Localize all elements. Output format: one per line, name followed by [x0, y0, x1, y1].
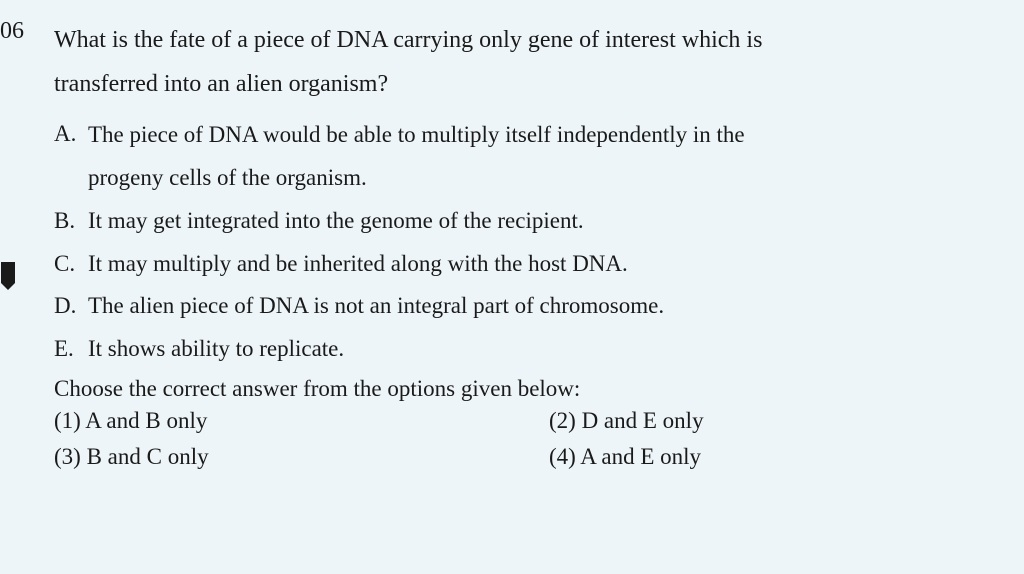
- option-E: E. It shows ability to replicate.: [54, 328, 984, 371]
- question-stem: What is the fate of a piece of DNA carry…: [54, 18, 984, 107]
- question-text-line2: transferred into an alien organism?: [54, 71, 388, 97]
- answer-option-3[interactable]: (3) B and C only: [54, 444, 489, 470]
- option-A: A. The piece of DNA would be able to mul…: [54, 113, 984, 200]
- option-C: C. It may multiply and be inherited alon…: [54, 243, 984, 286]
- answer-options: (1) A and B only (2) D and E only (3) B …: [54, 408, 984, 470]
- answer-option-2[interactable]: (2) D and E only: [549, 408, 984, 434]
- option-D-text: The alien piece of DNA is not an integra…: [88, 285, 984, 328]
- option-B-text: It may get integrated into the genome of…: [88, 200, 984, 243]
- option-B: B. It may get integrated into the genome…: [54, 200, 984, 243]
- option-A-letter: A.: [54, 113, 88, 200]
- option-A-text: The piece of DNA would be able to multip…: [88, 113, 984, 200]
- option-C-letter: C.: [54, 243, 88, 286]
- question-text-line1: What is the fate of a piece of DNA carry…: [54, 27, 762, 53]
- option-A-line1: The piece of DNA would be able to multip…: [88, 122, 745, 147]
- option-D: D. The alien piece of DNA is not an inte…: [54, 285, 984, 328]
- answer-option-1[interactable]: (1) A and B only: [54, 408, 489, 434]
- choose-prompt: Choose the correct answer from the optio…: [54, 376, 984, 402]
- option-E-text: It shows ability to replicate.: [88, 328, 984, 371]
- option-C-text: It may multiply and be inherited along w…: [88, 243, 984, 286]
- option-D-letter: D.: [54, 285, 88, 328]
- option-B-letter: B.: [54, 200, 88, 243]
- bookmark-icon: [1, 262, 15, 290]
- question-number: 06: [0, 18, 24, 45]
- option-A-line2: progeny cells of the organism.: [88, 165, 367, 190]
- answer-option-4[interactable]: (4) A and E only: [549, 444, 984, 470]
- statement-options: A. The piece of DNA would be able to mul…: [54, 113, 984, 371]
- option-E-letter: E.: [54, 328, 88, 371]
- question-content: What is the fate of a piece of DNA carry…: [54, 18, 984, 470]
